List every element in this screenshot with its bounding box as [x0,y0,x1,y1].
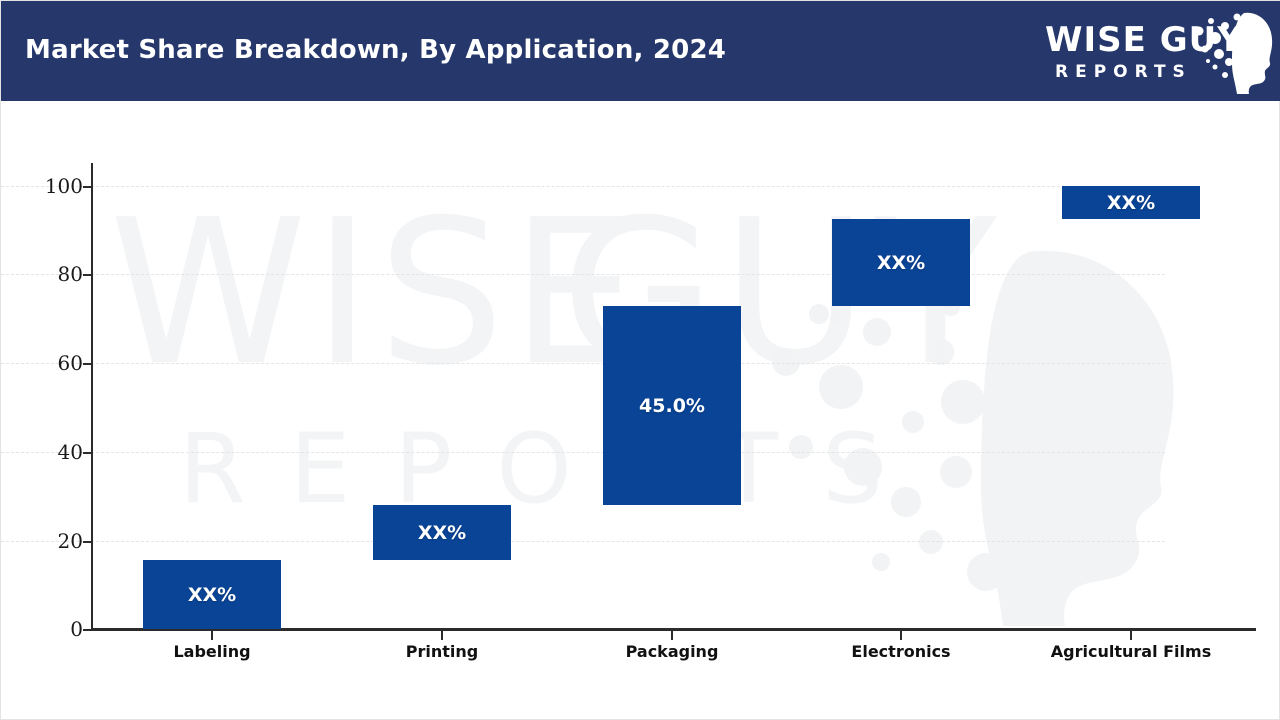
x-tick-mark-electronics [900,631,902,640]
x-tick-label-printing: Printing [405,642,479,661]
x-tick-label-agricultural-films: Agricultural Films [1050,642,1212,661]
bar-value-label: XX% [1106,191,1156,214]
y-tick-mark-20 [83,541,92,543]
bar-labeling[interactable]: XX% [143,560,281,629]
y-axis-line [91,163,93,631]
y-tick-label-20: 20 [57,529,83,553]
x-axis-line [91,628,1256,631]
bar-packaging[interactable]: 45.0% [603,306,741,505]
y-tick-mark-100 [83,186,92,188]
chart-header-band [1,1,1280,101]
y-tick-mark-80 [83,274,92,276]
bar-value-label: 45.0% [639,394,705,417]
svg-text:REPORTS: REPORTS [1055,62,1192,82]
x-tick-mark-labeling [211,631,213,640]
svg-text:WISE GUY: WISE GUY [1045,20,1243,60]
bar-value-label: XX% [417,521,467,544]
x-tick-mark-packaging [671,631,673,640]
bar-value-label: XX% [187,583,237,606]
svg-text:WISE: WISE [109,177,643,410]
bar-electronics[interactable]: XX% [832,219,970,306]
svg-text:REPORTS: REPORTS [179,413,927,525]
bar-agricultural-films[interactable]: XX% [1062,186,1200,219]
x-tick-label-packaging: Packaging [625,642,719,661]
y-tick-mark-40 [83,452,92,454]
gridline-60 [1,363,1165,364]
gridline-80 [1,274,1165,275]
bar-value-label: XX% [876,251,926,274]
x-tick-label-labeling: Labeling [173,642,251,661]
gridline-40 [1,452,1165,453]
wise-guy-reports-logo: WISE GUY REPORTS [1039,5,1275,97]
y-tick-mark-60 [83,363,92,365]
bar-printing[interactable]: XX% [373,505,511,560]
y-tick-label-100: 100 [44,174,83,198]
x-tick-mark-printing [441,631,443,640]
y-tick-label-80: 80 [57,262,83,286]
gridline-20 [1,541,1165,542]
y-tick-label-60: 60 [57,351,83,375]
y-tick-label-40: 40 [57,440,83,464]
page-title: Market Share Breakdown, By Application, … [25,35,727,65]
y-tick-mark-0 [83,629,92,631]
gridline-100 [1,186,1165,187]
x-tick-label-electronics: Electronics [851,642,951,661]
x-tick-mark-agricultural-films [1130,631,1132,640]
y-tick-label-0: 0 [70,617,83,641]
